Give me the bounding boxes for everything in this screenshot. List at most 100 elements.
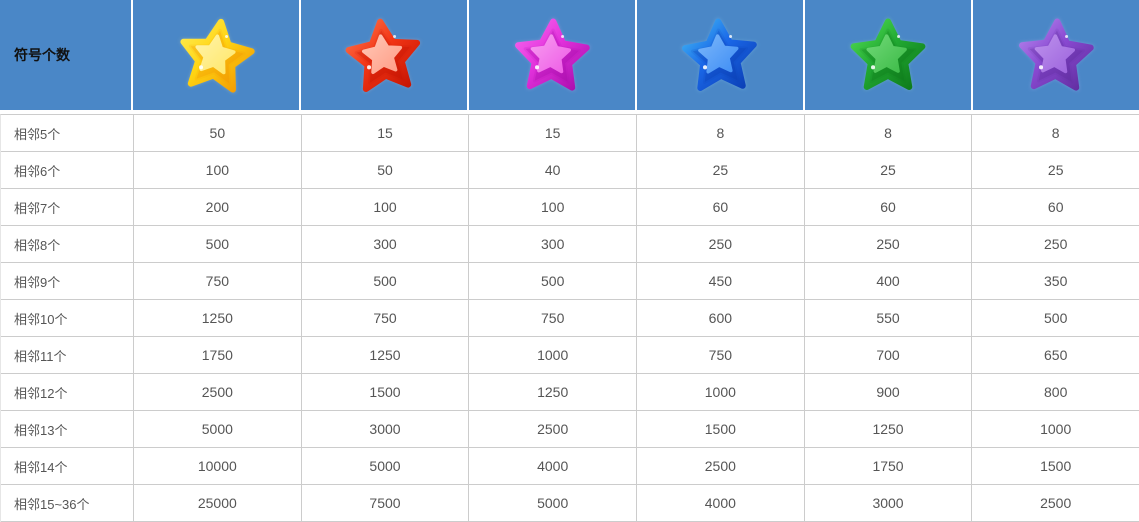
table-row: 相邻5个 50 15 15 8 8 8 <box>1 115 1139 152</box>
table-row: 相邻10个 1250 750 750 600 550 500 <box>1 300 1139 337</box>
payout-value: 200 <box>133 189 301 225</box>
payout-value: 750 <box>636 337 804 373</box>
payout-value: 40 <box>468 152 636 188</box>
payout-value: 1500 <box>300 374 469 410</box>
payout-value: 50 <box>300 152 469 188</box>
payout-value: 15 <box>468 115 636 151</box>
payout-value: 1750 <box>133 337 301 373</box>
payout-value: 10000 <box>133 448 301 484</box>
payout-value: 8 <box>636 115 804 151</box>
payout-value: 900 <box>803 374 972 410</box>
table-row: 相邻6个 100 50 40 25 25 25 <box>1 152 1139 189</box>
payout-value: 650 <box>971 337 1139 373</box>
payout-value: 300 <box>468 226 636 262</box>
payout-value: 25000 <box>133 485 301 521</box>
payout-value: 50 <box>133 115 301 151</box>
pink-star-icon <box>514 18 591 91</box>
row-label: 相邻14个 <box>14 459 68 475</box>
row-label: 相邻13个 <box>14 422 68 438</box>
payout-value: 1000 <box>468 337 636 373</box>
payout-value: 1500 <box>971 448 1139 484</box>
payout-value: 500 <box>468 263 636 299</box>
payout-value: 1250 <box>803 411 972 447</box>
header-cell-blue-star <box>637 0 803 110</box>
payout-value: 700 <box>803 337 972 373</box>
payout-value: 100 <box>300 189 469 225</box>
table-row: 相邻11个 1750 1250 1000 750 700 650 <box>1 337 1139 374</box>
header-cell-purple-star <box>973 0 1139 110</box>
blue-star-icon <box>681 18 757 91</box>
header-cell-pink-star <box>469 0 635 110</box>
payout-value: 2500 <box>468 411 636 447</box>
payout-value: 600 <box>636 300 804 336</box>
payout-value: 100 <box>133 152 301 188</box>
row-label: 相邻6个 <box>14 163 61 179</box>
red-star-icon <box>345 18 421 92</box>
row-label: 相邻7个 <box>14 200 61 216</box>
yellow-star-icon <box>180 18 255 93</box>
payout-value: 1000 <box>971 411 1139 447</box>
payout-value: 1250 <box>300 337 469 373</box>
symbol-count-header-label: 符号个数 <box>14 47 70 63</box>
payout-value: 15 <box>300 115 469 151</box>
payout-value: 250 <box>636 226 804 262</box>
row-label: 相邻8个 <box>14 237 61 253</box>
payout-value: 25 <box>803 152 972 188</box>
row-label: 相邻15~36个 <box>14 496 90 512</box>
payout-value: 1500 <box>636 411 804 447</box>
table-row: 相邻14个 10000 5000 4000 2500 1750 1500 <box>1 448 1139 485</box>
payout-value: 5000 <box>468 485 636 521</box>
payout-value: 400 <box>803 263 972 299</box>
payout-value: 60 <box>636 189 804 225</box>
payout-value: 500 <box>300 263 469 299</box>
payout-value: 3000 <box>803 485 972 521</box>
payout-value: 3000 <box>300 411 469 447</box>
paytable-header: 符号个数 <box>0 0 1139 110</box>
purple-star-icon <box>1018 18 1095 91</box>
header-cell-red-star <box>301 0 467 110</box>
payout-value: 300 <box>300 226 469 262</box>
payout-value: 60 <box>971 189 1139 225</box>
payout-value: 4000 <box>468 448 636 484</box>
payout-value: 450 <box>636 263 804 299</box>
payout-value: 2500 <box>133 374 301 410</box>
payout-value: 5000 <box>300 448 469 484</box>
green-star-icon <box>850 18 926 90</box>
payout-value: 7500 <box>300 485 469 521</box>
row-label: 相邻5个 <box>14 126 61 142</box>
payout-value: 350 <box>971 263 1139 299</box>
payout-value: 25 <box>971 152 1139 188</box>
payout-value: 4000 <box>636 485 804 521</box>
symbol-header-cells <box>133 0 1139 110</box>
table-row: 相邻7个 200 100 100 60 60 60 <box>1 189 1139 226</box>
payout-value: 5000 <box>133 411 301 447</box>
payout-value: 8 <box>803 115 972 151</box>
table-row: 相邻9个 750 500 500 450 400 350 <box>1 263 1139 300</box>
row-label: 相邻10个 <box>14 311 68 327</box>
payout-value: 500 <box>971 300 1139 336</box>
payout-value: 800 <box>971 374 1139 410</box>
payout-value: 550 <box>803 300 972 336</box>
payout-value: 1750 <box>803 448 972 484</box>
payout-value: 100 <box>468 189 636 225</box>
row-label: 相邻12个 <box>14 385 68 401</box>
table-row: 相邻13个 5000 3000 2500 1500 1250 1000 <box>1 411 1139 448</box>
table-row: 相邻15~36个 25000 7500 5000 4000 3000 2500 <box>1 485 1139 522</box>
payout-value: 2500 <box>971 485 1139 521</box>
payout-value: 250 <box>803 226 972 262</box>
payout-value: 8 <box>971 115 1139 151</box>
payout-value: 1250 <box>133 300 301 336</box>
table-row: 相邻8个 500 300 300 250 250 250 <box>1 226 1139 263</box>
payout-value: 750 <box>468 300 636 336</box>
row-label: 相邻9个 <box>14 274 61 290</box>
header-label-cell: 符号个数 <box>0 0 131 110</box>
payout-value: 750 <box>300 300 469 336</box>
payout-value: 60 <box>803 189 972 225</box>
header-cell-green-star <box>805 0 971 110</box>
payout-value: 1250 <box>468 374 636 410</box>
payout-value: 500 <box>133 226 301 262</box>
paytable-body: 相邻5个 50 15 15 8 8 8 相邻6个 100 50 40 25 25 25 相邻7个 200 100… <box>0 114 1139 522</box>
payout-value: 25 <box>636 152 804 188</box>
payout-value: 750 <box>133 263 301 299</box>
